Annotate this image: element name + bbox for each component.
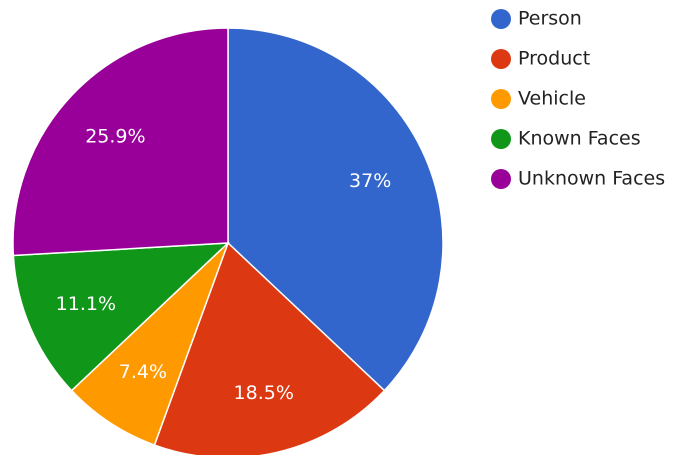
legend-swatch [491,89,511,109]
pie-slice [153,241,386,455]
pie-slice [12,242,231,392]
legend-label: Unknown Faces [518,168,665,190]
data-label: 25.9% [85,125,145,147]
legend-swatch [491,49,511,69]
data-label: 18.5% [234,382,294,404]
legend-label: Vehicle [518,88,586,110]
legend-label: Product [518,48,590,70]
data-label: 7.4% [119,361,167,383]
data-label: 37% [349,170,391,192]
legend-label: Person [518,8,582,30]
legend-swatch [491,169,511,189]
legend-label: Known Faces [518,128,641,150]
legend-swatch [491,129,511,149]
pie-slice [12,27,229,257]
pie-slice [70,242,229,446]
data-label: 11.1% [56,293,116,315]
pie-slice [227,27,444,392]
legend-swatch [491,9,511,29]
